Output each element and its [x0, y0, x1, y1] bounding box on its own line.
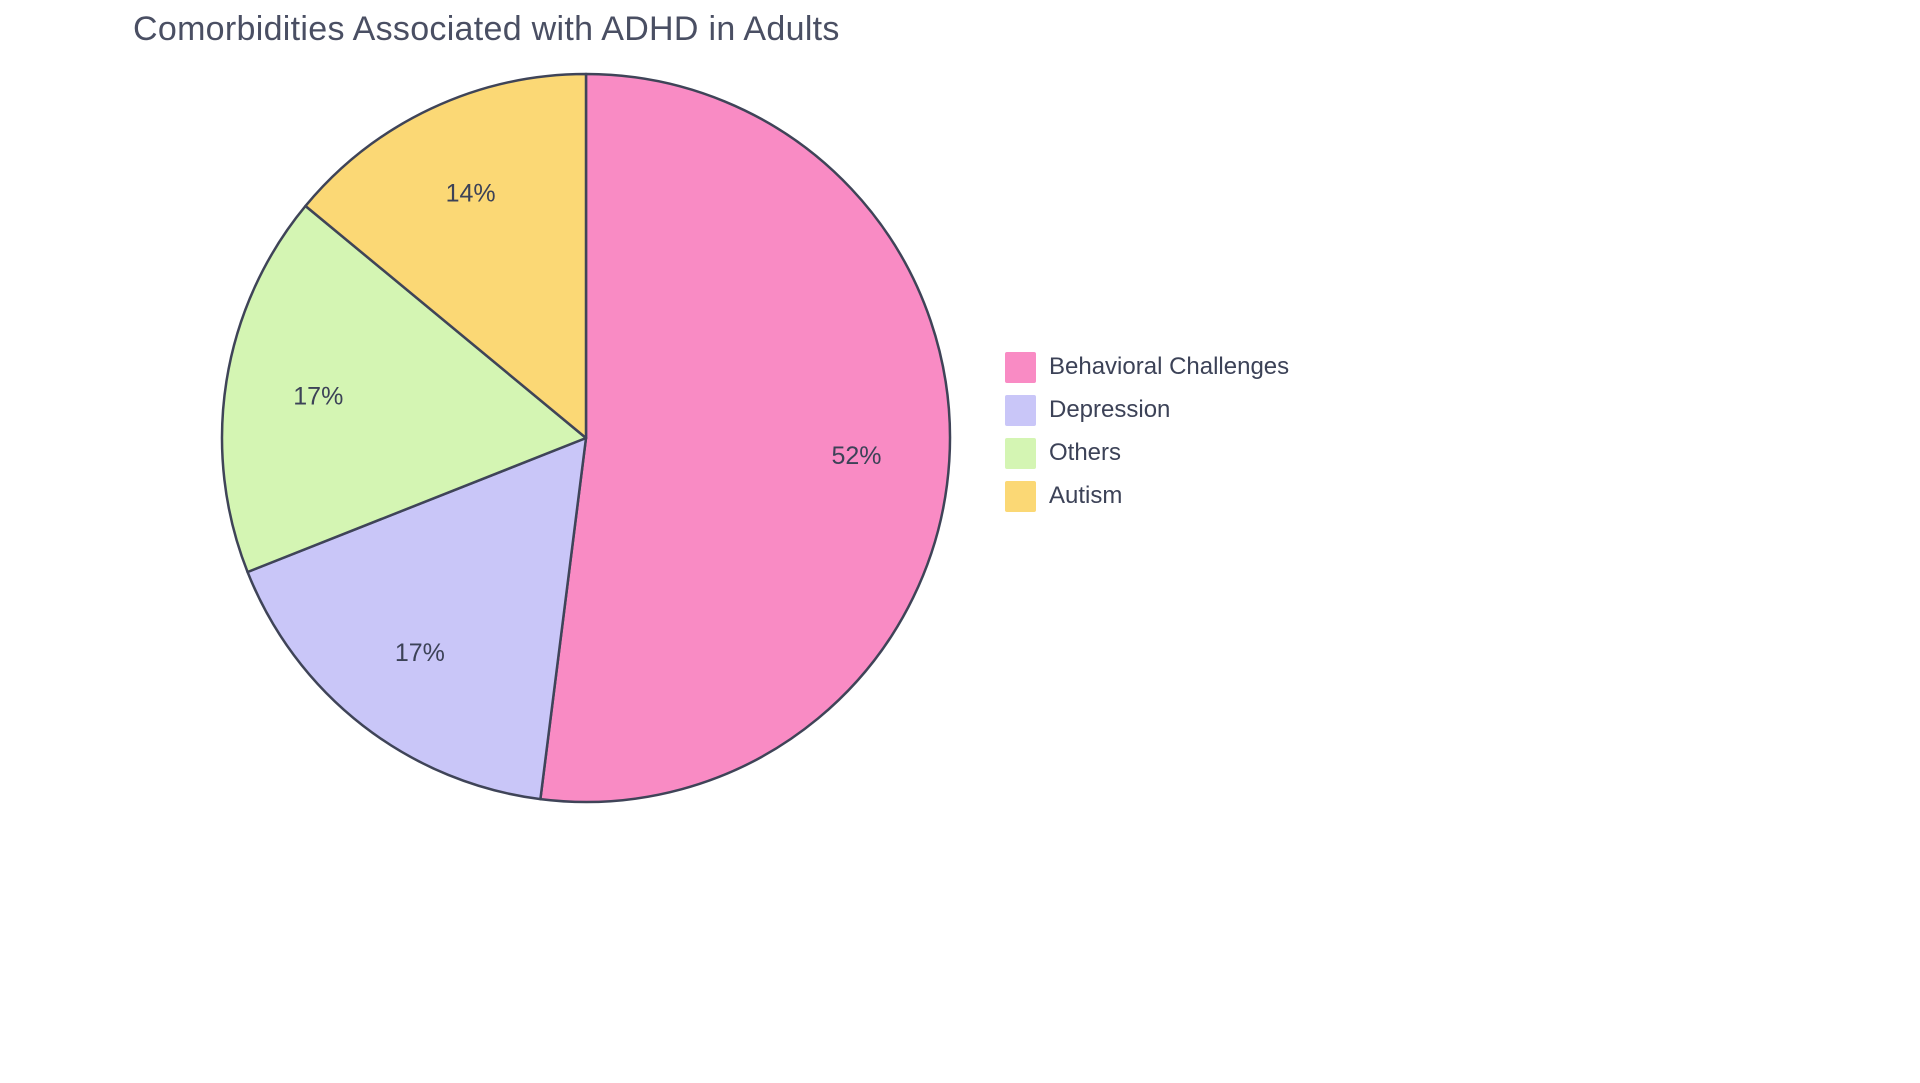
- pie-slice-autism: [304, 72, 588, 440]
- slice-label-autism: 14%: [446, 180, 496, 208]
- legend-item-autism: Autism: [1005, 480, 1289, 512]
- slice-label-behavioral-challenges: 52%: [831, 442, 881, 470]
- legend-swatch-autism: [1005, 480, 1036, 512]
- pie-slice-depression: [246, 436, 588, 801]
- legend-label: Behavioral Challenges: [1049, 353, 1290, 380]
- legend-swatch-others: [1005, 437, 1036, 469]
- legend-label: Autism: [1049, 482, 1123, 509]
- legend-item-depression: Depression: [1005, 394, 1289, 426]
- legend-label: Depression: [1049, 396, 1171, 423]
- legend: Behavioral Challenges Depression Others Aut…: [1005, 351, 1289, 512]
- pie-slice-others: [220, 204, 588, 574]
- slice-label-depression: 17%: [395, 639, 445, 667]
- chart-title: Comorbidities Associated with ADHD in Ad…: [133, 10, 840, 48]
- legend-item-behavioral-challenges: Behavioral Challenges: [1005, 351, 1289, 383]
- legend-item-others: Others: [1005, 437, 1289, 469]
- legend-label: Others: [1049, 439, 1122, 466]
- legend-swatch-depression: [1005, 394, 1036, 426]
- slice-label-others: 17%: [293, 382, 343, 410]
- pie-slice-behavioral-challenges: [539, 72, 952, 804]
- legend-swatch-behavioral-challenges: [1005, 351, 1036, 383]
